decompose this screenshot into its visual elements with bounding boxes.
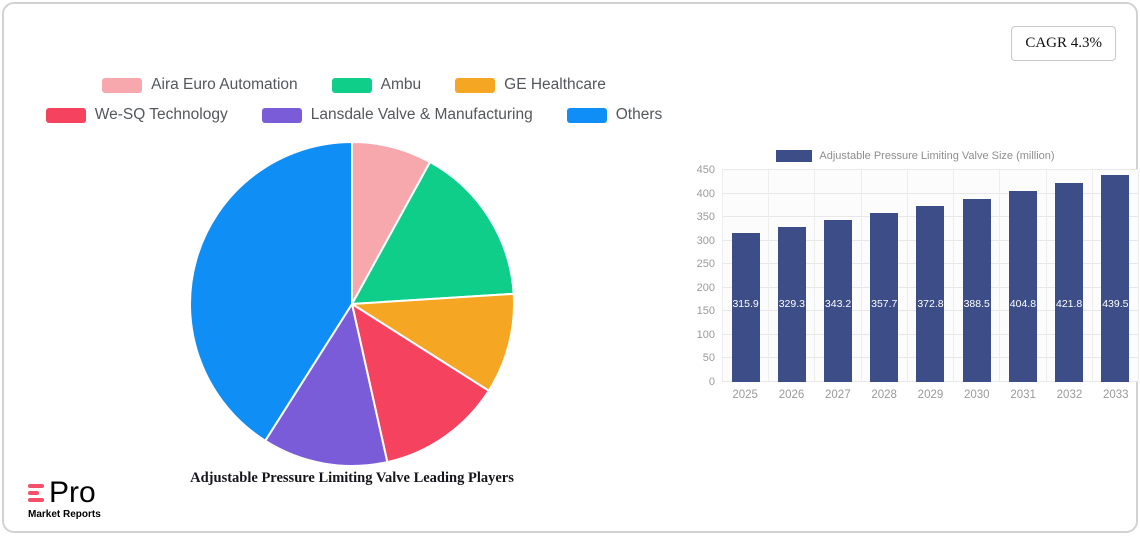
legend-label: GE Healthcare (504, 76, 606, 93)
logo-subtitle: Market Reports (28, 509, 101, 520)
bar-value-label: 404.8 (1009, 298, 1037, 310)
pie-slice-4 (263, 301, 389, 467)
bar-value-label: 439.5 (1102, 298, 1129, 310)
pie-slice-3 (350, 301, 491, 464)
bar-column-2032: 421.8 (1045, 170, 1092, 382)
pro-market-reports-logo: Pro Market Reports (28, 478, 101, 520)
x-tick-label: 2031 (1010, 389, 1036, 401)
bar-2027 (824, 220, 853, 382)
bar-column-2030: 388.5 (953, 170, 999, 382)
legend-swatch (455, 77, 496, 93)
legend-swatch (45, 107, 86, 123)
y-tick-label: 450 (696, 164, 715, 176)
legend-item-2[interactable]: GE Healthcare (455, 76, 606, 94)
y-tick-label: 350 (696, 211, 715, 224)
bar-value-label: 357.7 (871, 298, 898, 310)
bar-value-label: 372.8 (917, 298, 944, 310)
pie-chart-title: Adjustable Pressure Limiting Valve Leadi… (190, 470, 514, 486)
bar-2030 (962, 198, 991, 382)
pie-slice-1 (350, 160, 515, 306)
legend-label: We-SQ Technology (94, 106, 228, 123)
bar-value-label: 329.3 (778, 298, 805, 310)
gridline (722, 169, 1138, 170)
pie-svg (189, 140, 515, 467)
pie-slice-2 (348, 292, 515, 393)
bar-2032 (1055, 183, 1084, 382)
bar-value-label: 343.2 (824, 298, 852, 310)
legend-item-3[interactable]: We-SQ Technology (45, 106, 228, 124)
y-tick-label: 150 (696, 305, 715, 318)
legend-label: Aira Euro Automation (151, 76, 298, 93)
bar-column-2029: 372.8 (906, 170, 953, 382)
bar-legend-swatch (776, 150, 813, 162)
bar-column-2025: 315.9 (722, 170, 768, 382)
x-tick-label: 2032 (1056, 389, 1083, 401)
legend-item-5[interactable]: Others (566, 106, 663, 124)
legend-swatch (331, 77, 372, 93)
bar-chart: Adjustable Pressure Limiting Valve Size … (692, 150, 1139, 401)
bar-column-2033: 439.5 (1091, 170, 1138, 382)
bar-2026 (777, 226, 806, 382)
bar-column-2031: 404.8 (999, 170, 1045, 382)
x-tick-label: 2033 (1102, 389, 1129, 401)
x-tick-label: 2030 (964, 389, 990, 401)
legend-label: Ambu (380, 76, 422, 93)
bar-2033 (1101, 174, 1130, 382)
bar-value-label: 315.9 (732, 298, 759, 310)
legend-item-0[interactable]: Aira Euro Automation (102, 76, 298, 94)
x-tick-label: 2026 (778, 389, 805, 401)
legend-swatch (261, 107, 302, 123)
legend-item-1[interactable]: Ambu (331, 76, 422, 94)
legend-swatch (566, 107, 607, 123)
pie-slice-5 (189, 140, 353, 443)
bar-2029 (916, 206, 945, 382)
x-tick-label: 2027 (825, 389, 851, 401)
bar-column-2026: 329.3 (768, 170, 814, 382)
pie-legend: Aira Euro Automation Ambu GE Healthcare We-… (29, 76, 679, 124)
x-tick-label: 2029 (917, 389, 944, 401)
y-tick-label: 200 (696, 281, 715, 294)
bar-chart-legend: Adjustable Pressure Limiting Valve Size … (692, 150, 1139, 162)
y-tick-label: 50 (702, 352, 715, 365)
y-tick-label: 400 (696, 187, 715, 200)
bar-column-2027: 343.2 (814, 170, 860, 382)
gridline (722, 192, 1138, 194)
bar-value-label: 388.5 (963, 298, 990, 310)
bar-2031 (1008, 191, 1037, 382)
x-tick-label: 2025 (732, 389, 758, 401)
x-tick-label: 2028 (871, 389, 897, 401)
y-tick-label: 250 (696, 258, 715, 271)
bar-legend-label: Adjustable Pressure Limiting Valve Size … (819, 150, 1055, 162)
bar-y-axis: 0 50 100 150 200 250 300 350 400 450 (692, 164, 722, 388)
logo-title: Pro (49, 476, 96, 509)
legend-item-4[interactable]: Lansdale Valve & Manufacturing (261, 106, 533, 124)
y-tick-label: 100 (696, 328, 715, 341)
legend-label: Others (615, 106, 663, 123)
bar-plot-area: 315.9 329.3 343.2 357.7 372.8 388.5 404.8 421.8… (722, 169, 1139, 382)
legend-swatch (102, 77, 143, 93)
bar-2028 (870, 213, 899, 382)
bar-x-axis: 2025 2026 2027 2028 2029 2030 2031 2032 2033 (722, 389, 1139, 401)
y-tick-label: 300 (696, 234, 715, 247)
bar-value-label: 421.8 (1056, 298, 1083, 310)
bar-column-2028: 357.7 (860, 170, 907, 382)
bar-2025 (731, 233, 760, 382)
legend-label: Lansdale Valve & Manufacturing (310, 106, 533, 123)
cagr-badge: CAGR 4.3% (1011, 26, 1116, 61)
y-tick-label: 0 (708, 376, 715, 388)
logo-icon (28, 484, 46, 502)
pie-chart (182, 134, 522, 474)
